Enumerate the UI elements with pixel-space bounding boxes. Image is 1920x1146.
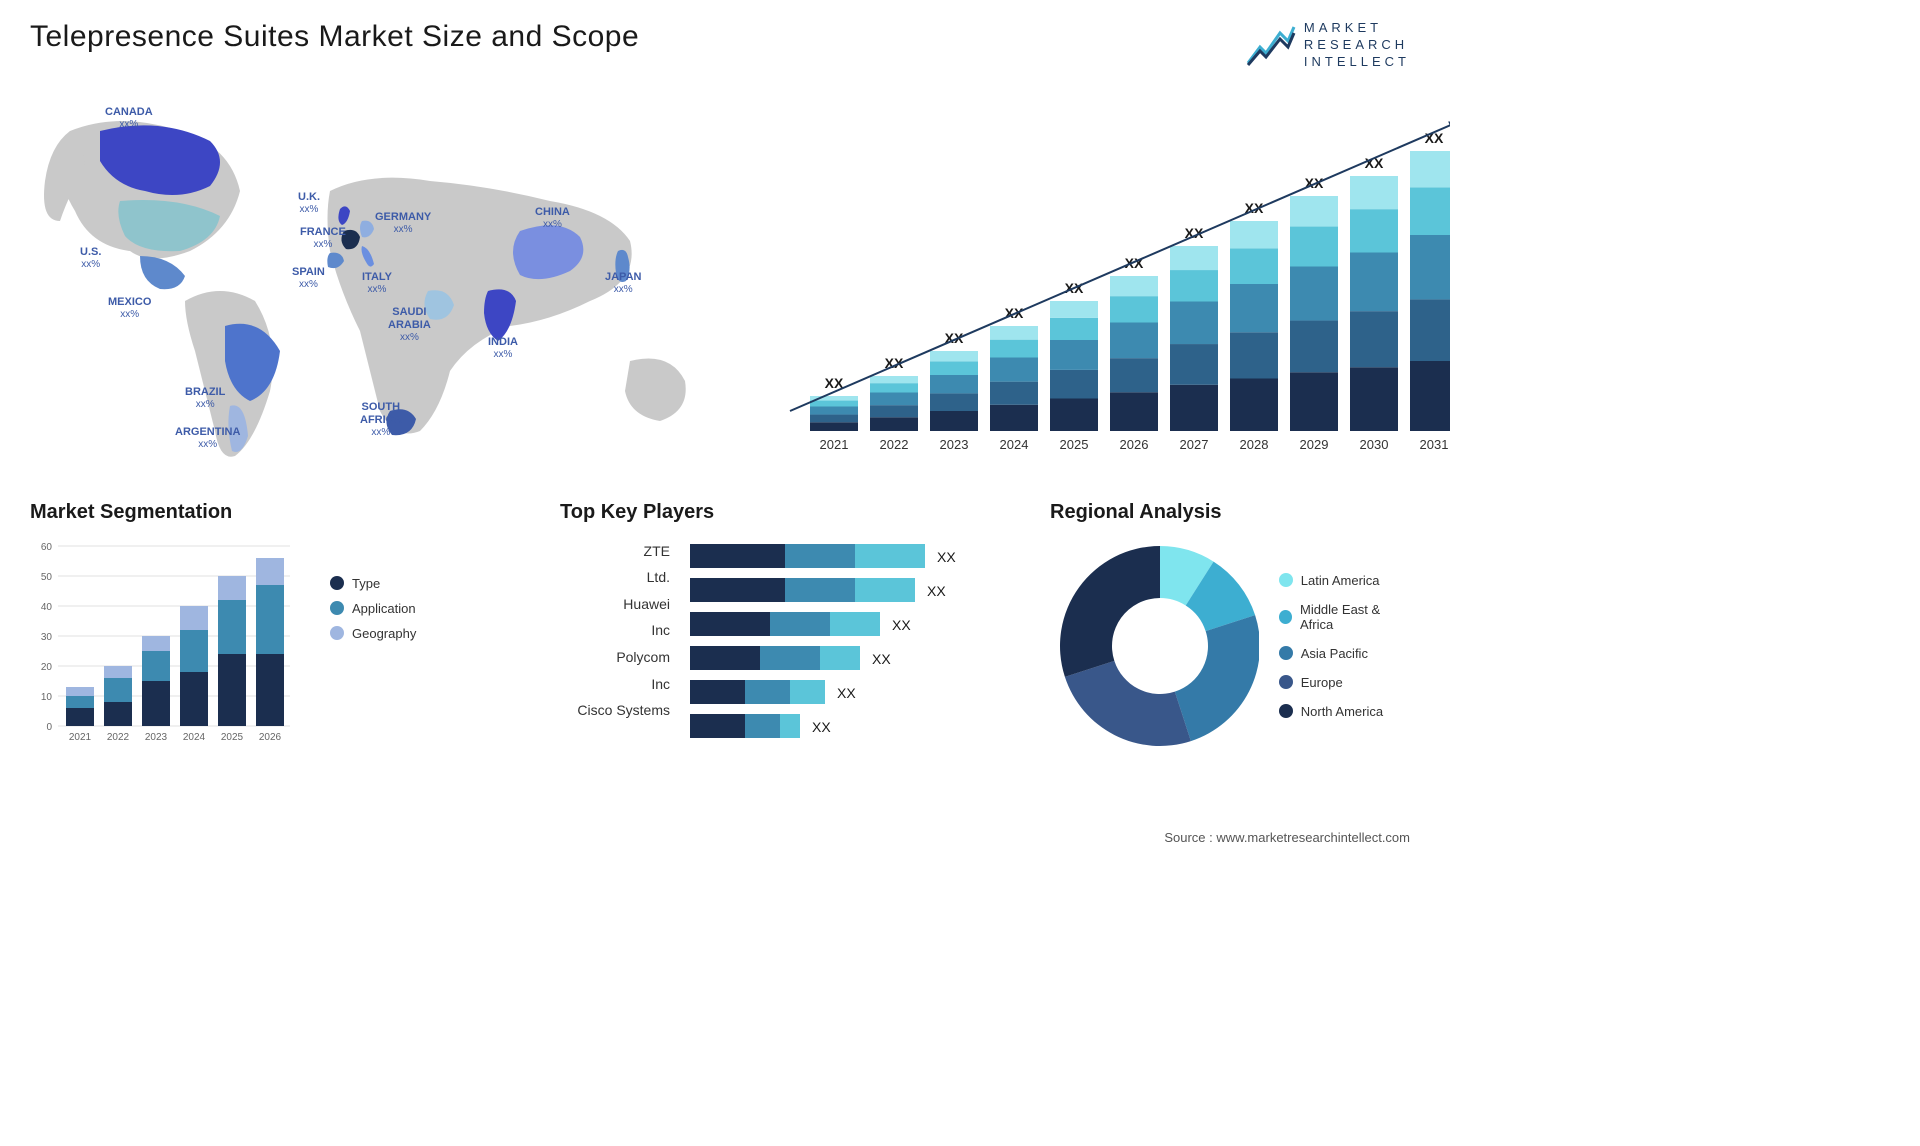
svg-text:XX: XX xyxy=(937,549,956,565)
legend-label: Application xyxy=(352,601,416,616)
svg-text:2023: 2023 xyxy=(940,437,969,452)
key-player-name: Huawei xyxy=(560,591,670,618)
svg-text:60: 60 xyxy=(41,542,53,553)
map-label: GERMANYxx% xyxy=(375,211,431,236)
legend-label: Type xyxy=(352,576,380,591)
legend-item: Asia Pacific xyxy=(1279,646,1410,661)
legend-label: Europe xyxy=(1301,675,1343,690)
regional-heading: Regional Analysis xyxy=(1050,501,1410,524)
key-players-panel: Top Key Players ZTELtd.HuaweiIncPolycomI… xyxy=(560,501,1020,766)
legend-item: Type xyxy=(330,576,416,591)
map-label: U.K.xx% xyxy=(298,191,320,216)
legend-label: Middle East & Africa xyxy=(1300,602,1410,632)
legend-item: Latin America xyxy=(1279,573,1410,588)
svg-text:20: 20 xyxy=(41,662,53,673)
regional-legend: Latin America Middle East & Africa Asia Pa… xyxy=(1279,573,1410,719)
svg-text:XX: XX xyxy=(872,651,891,667)
svg-text:2021: 2021 xyxy=(69,732,92,743)
legend-item: North America xyxy=(1279,704,1410,719)
svg-text:10: 10 xyxy=(41,692,53,703)
legend-swatch xyxy=(1279,646,1293,660)
svg-text:2024: 2024 xyxy=(1000,437,1029,452)
legend-item: Europe xyxy=(1279,675,1410,690)
legend-swatch xyxy=(1279,704,1293,718)
map-label: JAPANxx% xyxy=(605,271,641,296)
legend-item: Geography xyxy=(330,626,416,641)
key-player-name: Ltd. xyxy=(560,564,670,591)
map-label: INDIAxx% xyxy=(488,336,518,361)
key-player-names: ZTELtd.HuaweiIncPolycomIncCisco Systems xyxy=(560,536,670,756)
legend-label: Latin America xyxy=(1301,573,1380,588)
logo-line-3: INTELLECT xyxy=(1304,54,1410,71)
svg-text:XX: XX xyxy=(812,719,831,735)
logo-line-1: MARKET xyxy=(1304,20,1410,37)
svg-text:0: 0 xyxy=(46,722,52,733)
legend-item: Middle East & Africa xyxy=(1279,602,1410,632)
svg-text:2026: 2026 xyxy=(1120,437,1149,452)
legend-swatch xyxy=(330,626,344,640)
key-player-name: Polycom xyxy=(560,644,670,671)
legend-swatch xyxy=(330,601,344,615)
segmentation-panel: Market Segmentation 0 10 20 30 40 50 60 2021 202… xyxy=(30,501,530,766)
logo-line-2: RESEARCH xyxy=(1304,37,1410,54)
svg-text:2026: 2026 xyxy=(259,732,282,743)
svg-text:2028: 2028 xyxy=(1240,437,1269,452)
map-label: MEXICOxx% xyxy=(108,296,151,321)
map-label: BRAZILxx% xyxy=(185,386,225,411)
legend-item: Application xyxy=(330,601,416,616)
page-title: Telepresence Suites Market Size and Scop… xyxy=(30,20,639,54)
svg-text:30: 30 xyxy=(41,632,53,643)
segmentation-legend: Type Application Geography xyxy=(330,536,416,766)
svg-text:40: 40 xyxy=(41,602,53,613)
regional-panel: Regional Analysis Latin America Middle Ea… xyxy=(1050,501,1410,766)
key-player-name: Inc xyxy=(560,671,670,698)
growth-chart: XX2021XX2022XX2023XX2024XX2025XX2026XX20… xyxy=(750,91,1450,471)
growth-svg: XX2021XX2022XX2023XX2024XX2025XX2026XX20… xyxy=(750,91,1450,471)
segmentation-heading: Market Segmentation xyxy=(30,501,530,524)
map-label: SAUDIARABIAxx% xyxy=(388,306,431,344)
svg-text:2030: 2030 xyxy=(1360,437,1389,452)
key-player-name: Inc xyxy=(560,617,670,644)
map-label: ITALYxx% xyxy=(362,271,392,296)
segmentation-chart: 0 10 20 30 40 50 60 2021 2022 2023 2024 2025 2026 xyxy=(30,536,310,766)
key-player-name: Cisco Systems xyxy=(560,697,670,724)
map-label: U.S.xx% xyxy=(80,246,101,271)
legend-label: North America xyxy=(1301,704,1383,719)
legend-swatch xyxy=(1279,675,1293,689)
key-players-chart: XX XX XX XX XX XX xyxy=(690,536,1010,756)
legend-swatch xyxy=(330,576,344,590)
svg-text:2022: 2022 xyxy=(880,437,909,452)
source-citation: Source : www.marketresearchintellect.com xyxy=(1164,830,1410,845)
legend-swatch xyxy=(1279,610,1292,624)
map-label: ARGENTINAxx% xyxy=(175,426,240,451)
svg-text:XX: XX xyxy=(837,685,856,701)
svg-text:2031: 2031 xyxy=(1420,437,1449,452)
svg-text:2022: 2022 xyxy=(107,732,130,743)
legend-swatch xyxy=(1279,573,1293,587)
svg-text:2029: 2029 xyxy=(1300,437,1329,452)
legend-label: Asia Pacific xyxy=(1301,646,1368,661)
svg-text:2027: 2027 xyxy=(1180,437,1209,452)
world-map: CANADAxx% U.S.xx% MEXICOxx% BRAZILxx% ARGENT… xyxy=(30,91,710,471)
svg-text:50: 50 xyxy=(41,572,53,583)
svg-text:XX: XX xyxy=(892,617,911,633)
svg-text:2024: 2024 xyxy=(183,732,206,743)
legend-label: Geography xyxy=(352,626,416,641)
svg-text:2021: 2021 xyxy=(820,437,849,452)
map-label: SOUTHAFRICAxx% xyxy=(360,401,402,439)
key-players-heading: Top Key Players xyxy=(560,501,1020,524)
regional-donut xyxy=(1050,536,1259,756)
svg-text:2023: 2023 xyxy=(145,732,168,743)
map-label: FRANCExx% xyxy=(300,226,346,251)
svg-text:XX: XX xyxy=(927,583,946,599)
map-label: SPAINxx% xyxy=(292,266,325,291)
map-label: CHINAxx% xyxy=(535,206,570,231)
brand-logo: MARKET RESEARCH INTELLECT xyxy=(1246,20,1410,71)
map-label: CANADAxx% xyxy=(105,106,153,131)
key-player-name: ZTE xyxy=(560,538,670,565)
svg-text:2025: 2025 xyxy=(221,732,244,743)
svg-text:2025: 2025 xyxy=(1060,437,1089,452)
logo-mark-icon xyxy=(1246,23,1296,67)
